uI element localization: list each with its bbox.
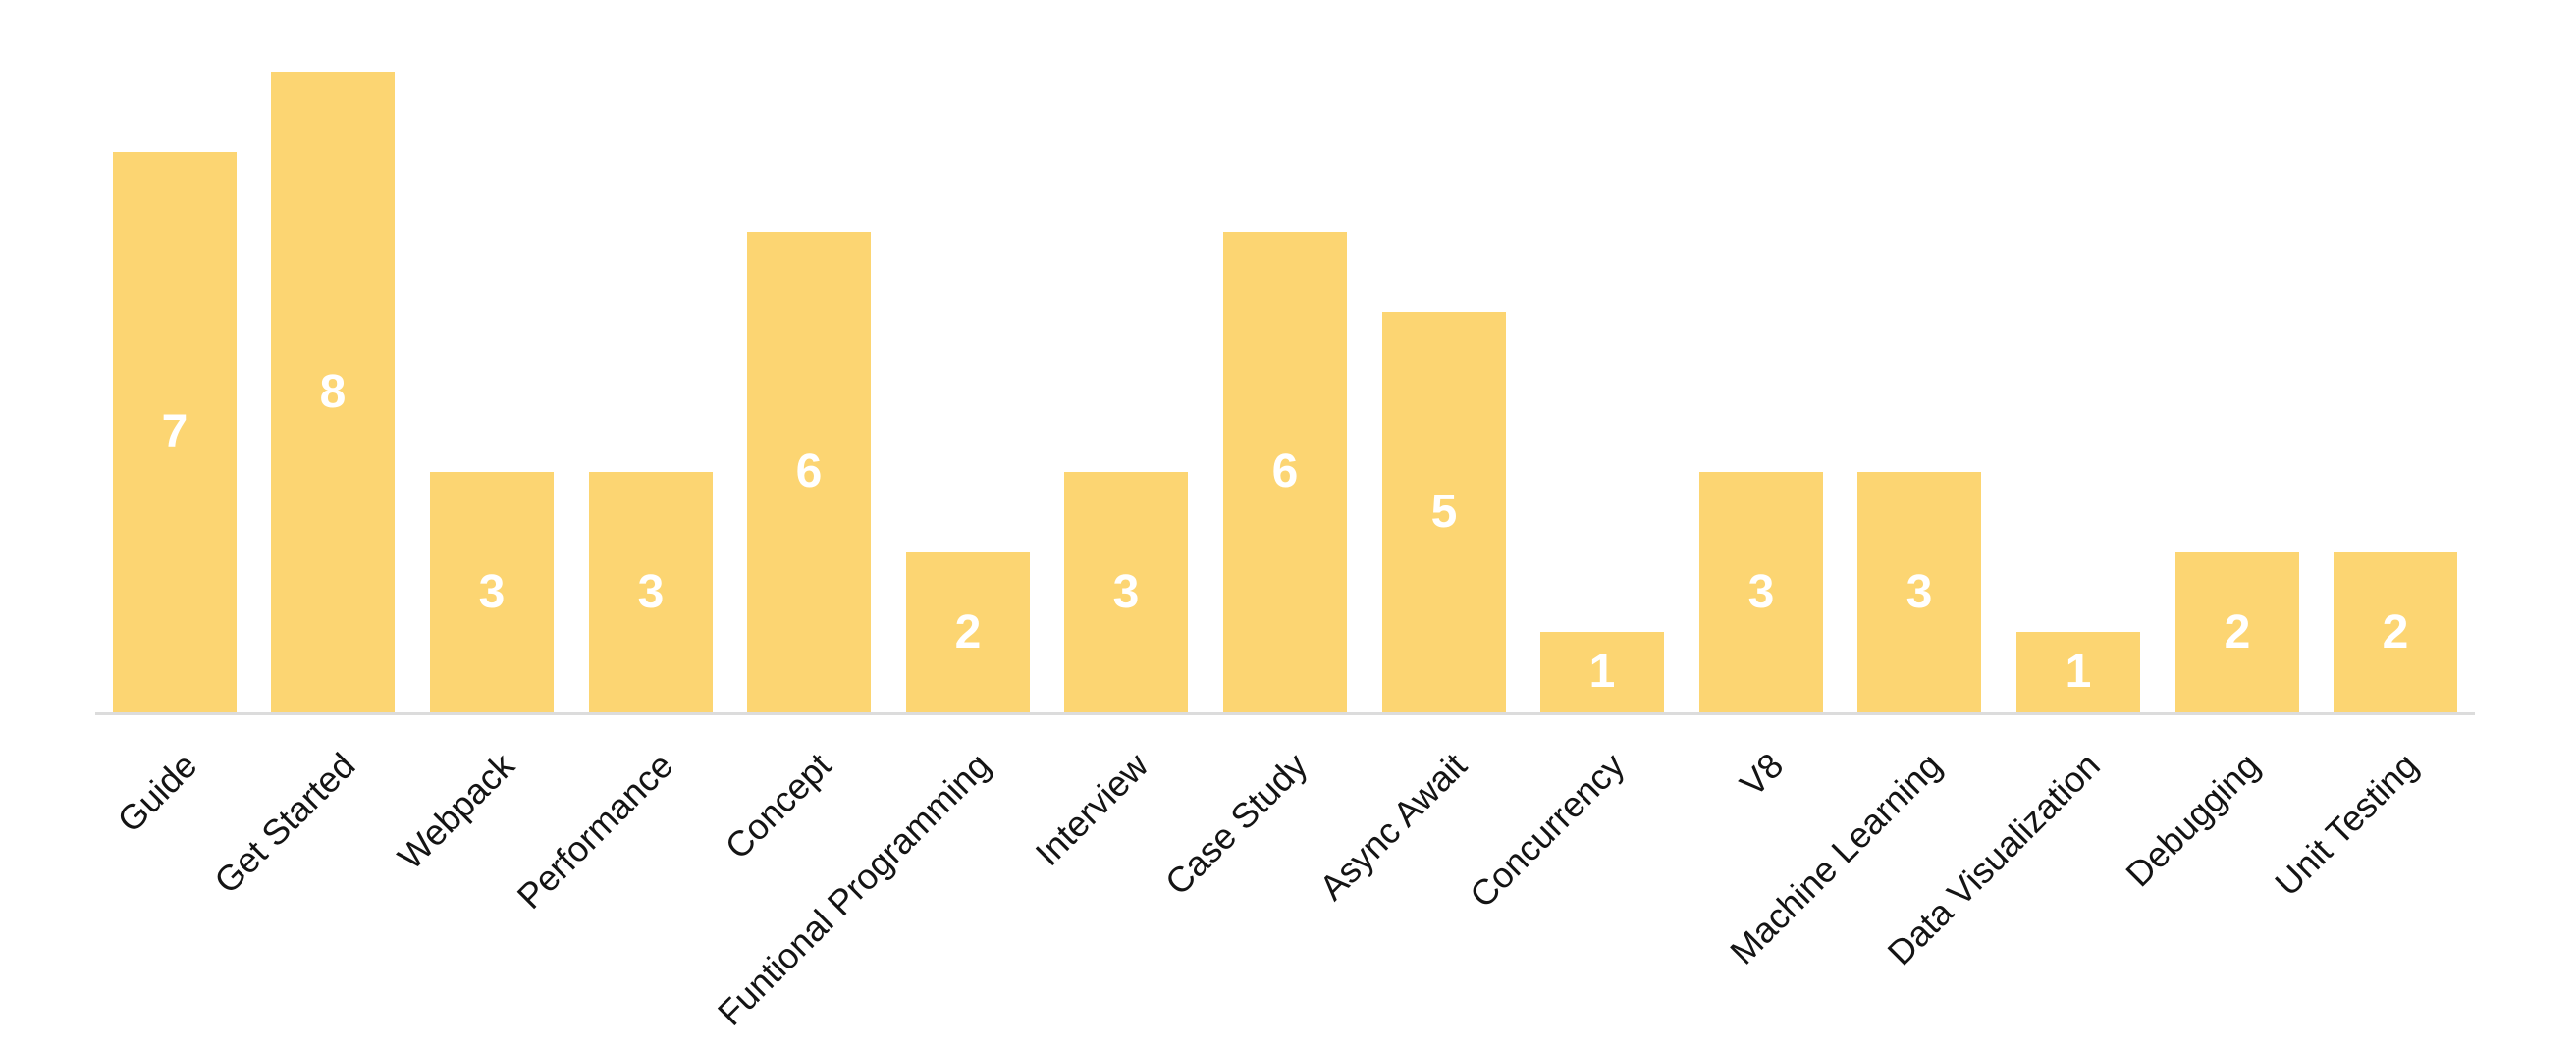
x-axis-line (95, 712, 2475, 715)
x-axis-label: Case Study (1156, 745, 1315, 903)
bar-value-label: 1 (1588, 646, 1616, 698)
x-axis-label: Interview (1027, 745, 1156, 874)
bar: 6 (747, 232, 871, 712)
bar-value-label: 5 (1430, 486, 1458, 538)
x-axis-label: Webpack (389, 745, 522, 877)
bar: 1 (2016, 632, 2140, 712)
bar-value-label: 3 (637, 565, 665, 618)
x-axis-label: Funtional Programming (709, 745, 998, 1033)
x-axis-label: Get Started (206, 745, 363, 902)
bar-value-label: 3 (478, 565, 506, 618)
bar: 3 (430, 472, 554, 712)
bar-value-label: 8 (319, 365, 347, 418)
x-axis-label: V8 (1732, 745, 1792, 805)
bar-value-label: 3 (1747, 565, 1775, 618)
bar-value-label: 7 (161, 405, 188, 458)
bar-value-label: 2 (2224, 605, 2251, 658)
bar-value-label: 3 (1112, 565, 1140, 618)
x-axis-label: Guide (109, 745, 205, 841)
bar: 1 (1540, 632, 1664, 712)
bar: 3 (1699, 472, 1823, 712)
bar: 6 (1223, 232, 1347, 712)
bar: 7 (113, 152, 237, 712)
x-axis-label: Unit Testing (2266, 745, 2426, 904)
bar: 3 (589, 472, 713, 712)
bar: 3 (1064, 472, 1188, 712)
bar: 8 (271, 72, 395, 712)
bar-value-label: 2 (2382, 605, 2409, 658)
bar: 5 (1382, 312, 1506, 712)
bar-value-label: 2 (954, 605, 982, 658)
x-axis-label: Async Await (1311, 745, 1475, 909)
bar: 3 (1857, 472, 1981, 712)
bar-value-label: 1 (2065, 646, 2092, 698)
bar-value-label: 6 (1271, 445, 1299, 497)
x-axis-label: Concurrency (1461, 745, 1633, 915)
bar-value-label: 3 (1905, 565, 1933, 618)
x-axis-label: Performance (509, 745, 681, 917)
x-axis-label: Debugging (2118, 745, 2268, 895)
bar: 2 (906, 552, 1030, 712)
bar: 2 (2334, 552, 2457, 712)
x-axis-label: Concept (717, 745, 839, 867)
bar: 2 (2175, 552, 2299, 712)
bar-value-label: 6 (795, 445, 823, 497)
